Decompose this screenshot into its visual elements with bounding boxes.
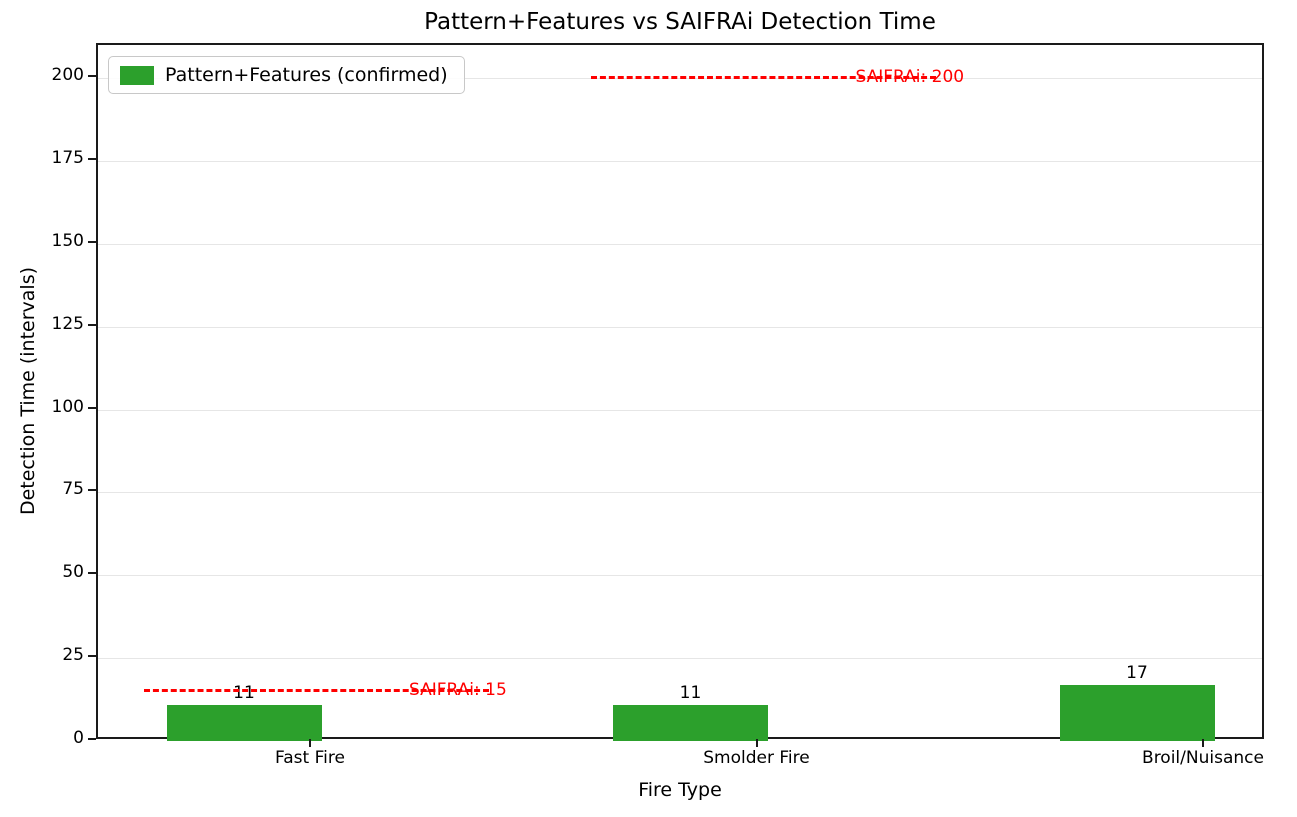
y-tick-label: 175 <box>51 148 84 168</box>
y-tick-label: 150 <box>51 230 84 251</box>
chart-title: Pattern+Features vs SAIFRAi Detection Ti… <box>424 9 936 35</box>
x-tick-label: Fast Fire <box>275 748 345 768</box>
gridline <box>98 409 1262 411</box>
y-tick-label: 75 <box>62 479 84 500</box>
x-tick-mark <box>1202 739 1204 747</box>
x-tick-mark <box>755 739 758 747</box>
y-tick-mark <box>88 738 96 740</box>
gridline <box>98 243 1262 245</box>
legend-swatch-icon <box>120 65 154 85</box>
x-tick-mark <box>309 739 311 747</box>
y-axis-label: Detection Time (intervals) <box>17 266 39 516</box>
y-tick-mark <box>88 323 96 326</box>
bar-value-label: 11 <box>679 682 702 703</box>
x-tick-label: Broil/Nuisance <box>1142 748 1264 768</box>
y-tick-mark <box>88 158 96 160</box>
y-tick-mark <box>88 75 96 78</box>
plot-area: Pattern+Features (confirmed) 11 11 17 SAIFR… <box>96 43 1264 741</box>
bar <box>166 704 322 741</box>
gridline <box>98 658 1262 660</box>
saifrai-refline <box>144 689 489 693</box>
x-tick-label: Smolder Fire <box>703 748 810 768</box>
x-axis-label: Fire Type <box>638 779 722 801</box>
saifrai-refline <box>590 76 936 80</box>
y-tick-mark <box>88 489 96 492</box>
saifrai-refline-label: SAIFRAi: 200 <box>855 67 965 88</box>
bar-value-label: 17 <box>1126 662 1148 683</box>
bar <box>613 704 768 741</box>
y-tick-label: 200 <box>51 65 84 86</box>
bar <box>1059 684 1215 741</box>
y-tick-mark <box>88 655 96 658</box>
y-tick-label: 100 <box>51 396 84 417</box>
legend: Pattern+Features (confirmed) <box>108 56 465 94</box>
y-tick-mark <box>88 406 96 409</box>
gridline <box>98 326 1262 328</box>
y-tick-mark <box>88 572 96 575</box>
gridline <box>98 492 1262 494</box>
bar-value-label: 11 <box>233 682 255 703</box>
y-tick-label: 0 <box>73 728 84 748</box>
y-tick-label: 125 <box>51 313 84 334</box>
y-tick-label: 50 <box>62 562 84 583</box>
gridline <box>98 161 1262 162</box>
legend-label: Pattern+Features (confirmed) <box>165 64 448 86</box>
saifrai-refline-label: SAIFRAi: 15 <box>409 680 507 701</box>
y-tick-mark <box>88 240 96 243</box>
y-tick-label: 25 <box>62 645 84 666</box>
gridline <box>98 575 1262 577</box>
